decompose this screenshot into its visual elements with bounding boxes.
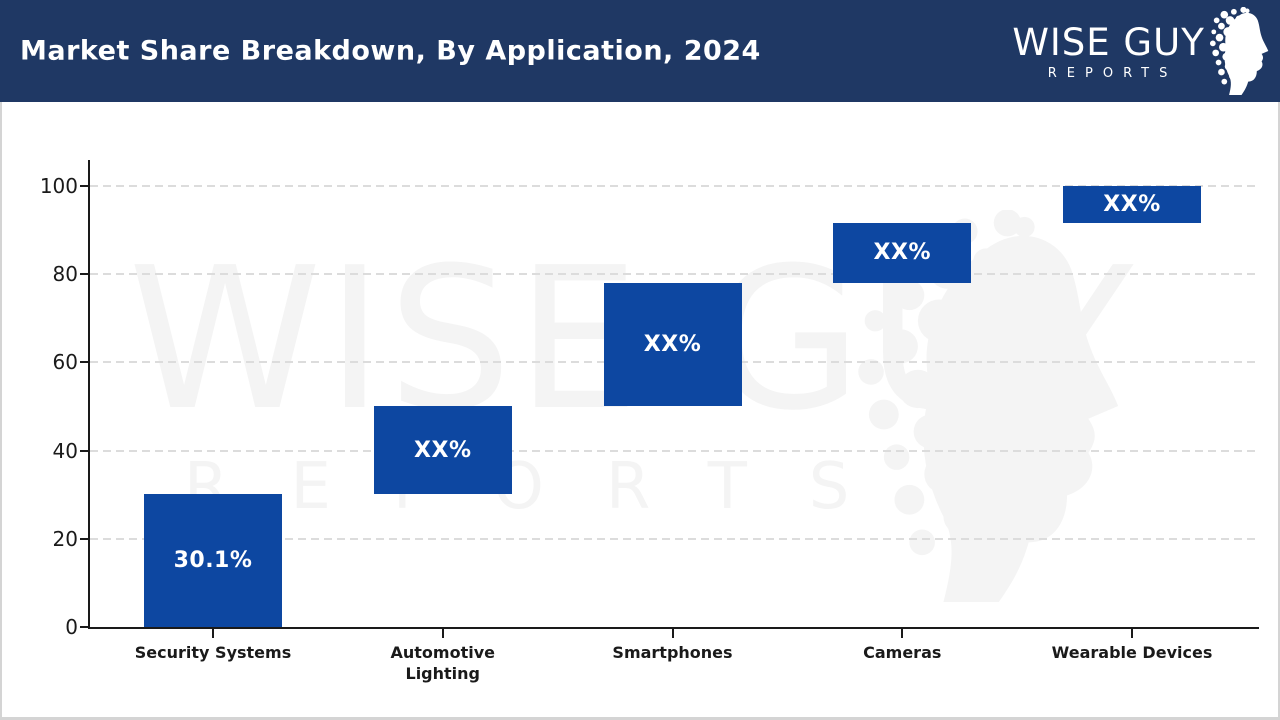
gridline-80 [90,273,1257,276]
bar-value-label: XX% [643,331,702,357]
gridline-20 [90,537,1257,540]
y-tick-mark [80,361,90,364]
y-tick-label: 0 [65,615,78,639]
x-axis-label-wearable-devices: Wearable Devices [1051,643,1213,662]
bar-wearable-devices: XX% [1063,186,1201,224]
y-tick-label: 40 [52,438,78,463]
brand-name: WISE GUY [1012,21,1205,64]
bar-security-systems: 30.1% [144,494,282,627]
y-tick-label: 60 [52,350,78,375]
y-tick-mark [80,626,90,628]
brand-subname: REPORTS [1047,66,1178,81]
x-tick-mark [212,629,214,638]
bar-value-label: XX% [414,437,472,463]
x-tick-mark [671,629,674,638]
x-tick-mark [1131,629,1133,638]
x-axis-label-security-systems: Security Systems [134,643,292,662]
y-tick-mark [80,185,90,187]
y-tick-label: 20 [52,526,78,551]
chart-canvas: WISE GUY REPORTS 0 20 40 60 80 100 30.1% Securi… [0,102,1280,720]
x-tick-mark [901,629,904,638]
y-tick-label: 100 [39,174,78,198]
x-axis-label-cameras: Cameras [863,643,942,662]
bar-smartphones: XX% [603,282,742,407]
page-title: Market Share Breakdown, By Application, … [20,35,761,67]
brand-logo-text: WISE GUY REPORTS [1012,21,1204,81]
x-tick-mark [441,629,444,638]
bar-value-label: XX% [1103,192,1161,218]
bar-cameras: XX% [833,223,972,283]
y-tick-mark [80,537,90,540]
x-axis-label-smartphones: Smartphones [612,643,733,662]
bar-value-label: XX% [873,240,931,266]
gridline-40 [90,449,1257,452]
brand-logo: WISE GUY REPORTS [1012,7,1270,95]
x-axis [88,627,1259,629]
y-tick-mark [80,449,90,452]
bar-value-label: 30.1% [173,548,253,574]
plot-area: 0 20 40 60 80 100 30.1% Security Systems XX% Auto… [2,102,1278,717]
y-axis [88,160,90,629]
header: Market Share Breakdown, By Application, … [0,0,1280,102]
y-tick-label: 80 [52,262,78,287]
brand-head-icon [1209,7,1269,95]
y-tick-mark [80,273,90,276]
x-axis-label-automotive-lighting: Automotive Lighting [390,643,496,683]
gridline-100 [90,185,1257,187]
bar-automotive-lighting: XX% [373,406,512,495]
